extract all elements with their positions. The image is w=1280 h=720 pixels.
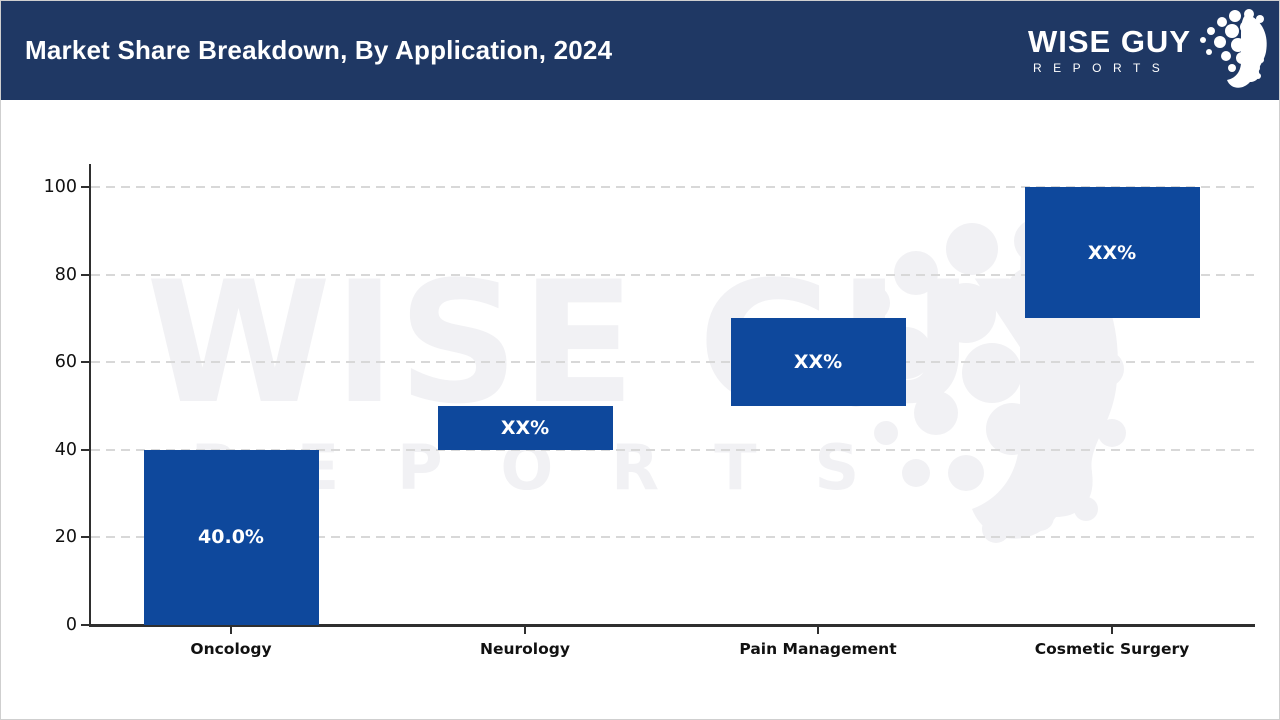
page-title: Market Share Breakdown, By Application, … [25,35,613,65]
gridline-20 [91,536,1254,539]
bar-value-label-cosmetic-surgery: XX% [1087,241,1137,264]
bar-value-label-neurology: XX% [500,416,550,439]
y-tick-mark [81,448,89,451]
y-axis-line [89,164,91,626]
x-tick-mark [817,627,819,634]
x-tick-mark [524,627,526,634]
wise-guy-reports-logo: WISE GUY REPORTS [1028,1,1269,100]
x-axis-label-pain-management: Pain Management [739,640,897,658]
logo-face-icon [1200,8,1267,88]
y-tick-mark [81,186,89,188]
x-axis-label-oncology: Oncology [190,640,272,658]
y-tick-label: 60 [54,352,77,373]
y-tick-label: 100 [43,177,77,197]
y-tick-mark [81,624,89,626]
y-tick-label: 80 [54,264,77,285]
bar-cosmetic-surgery [1024,187,1200,319]
x-axis-label-neurology: Neurology [480,640,570,658]
gridline-40 [91,448,1254,451]
x-axis-line [89,624,1255,627]
x-tick-mark [1111,627,1113,634]
y-tick-mark [81,536,89,539]
logo-wordmark: WISE GUY REPORTS [1028,26,1191,75]
gridline-60 [91,361,1254,364]
bar-value-label-oncology: 40.0% [198,526,264,549]
header-bar: Market Share Breakdown, By Application, … [1,1,1279,100]
gridline-80 [91,273,1254,276]
y-tick-label: 40 [54,439,77,460]
x-tick-mark [230,627,232,634]
y-tick-mark [81,273,89,276]
x-axis-label-cosmetic-surgery: Cosmetic Surgery [1034,640,1190,658]
bar-pain-management [730,318,906,406]
bar-value-label-pain-management: XX% [793,351,843,374]
y-tick-mark [81,361,89,364]
logo-wordmark-line2: REPORTS [1032,60,1172,75]
y-tick-label: 0 [65,615,77,635]
y-tick-label: 20 [54,527,77,548]
bar-neurology [437,406,613,450]
bar-oncology [143,449,319,625]
logo-wordmark-line1: WISE GUY [1027,24,1191,60]
gridline-100 [91,186,1254,188]
